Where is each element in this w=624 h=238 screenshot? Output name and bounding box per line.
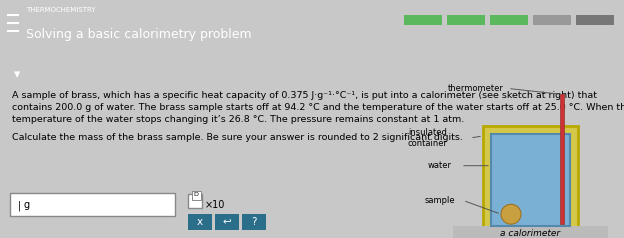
Bar <box>560 94 564 224</box>
Text: Solving a basic calorimetry problem: Solving a basic calorimetry problem <box>26 28 251 41</box>
Bar <box>533 15 571 25</box>
Text: sample: sample <box>425 196 456 205</box>
Bar <box>483 126 578 230</box>
Text: ?: ? <box>251 217 256 227</box>
Text: A sample of brass, which has a specific heat capacity of 0.375 J·g⁻¹·°C⁻¹, is pu: A sample of brass, which has a specific … <box>12 91 597 100</box>
FancyBboxPatch shape <box>188 194 202 208</box>
Text: x: x <box>197 217 203 227</box>
Text: ▾: ▾ <box>14 68 21 81</box>
Text: water: water <box>428 161 452 170</box>
Text: ×10: ×10 <box>205 200 225 210</box>
Text: THERMOCHEMISTRY: THERMOCHEMISTRY <box>26 7 95 13</box>
FancyBboxPatch shape <box>215 214 239 230</box>
Circle shape <box>501 204 521 224</box>
Bar <box>453 226 608 238</box>
Text: Calculate the mass of the brass sample. Be sure your answer is rounded to 2 sign: Calculate the mass of the brass sample. … <box>12 133 463 142</box>
Text: g: g <box>23 200 29 210</box>
FancyBboxPatch shape <box>10 193 175 216</box>
FancyBboxPatch shape <box>242 214 266 230</box>
Text: insulated
container: insulated container <box>408 128 448 148</box>
Text: thermometer: thermometer <box>448 84 504 93</box>
Bar <box>490 15 528 25</box>
Bar <box>491 134 570 226</box>
Bar <box>404 15 442 25</box>
Text: contains 200.0 g of water. The brass sample starts off at 94.2 °C and the temper: contains 200.0 g of water. The brass sam… <box>12 103 624 112</box>
FancyBboxPatch shape <box>188 214 212 230</box>
Text: ↩: ↩ <box>223 217 232 227</box>
Bar <box>576 15 614 25</box>
Text: |: | <box>18 200 21 211</box>
FancyBboxPatch shape <box>192 191 201 200</box>
Text: temperature of the water stops changing it’s 26.8 °C. The pressure remains const: temperature of the water stops changing … <box>12 115 464 124</box>
Text: a calorimeter: a calorimeter <box>500 228 560 238</box>
Bar <box>447 15 485 25</box>
Text: D: D <box>193 192 198 197</box>
